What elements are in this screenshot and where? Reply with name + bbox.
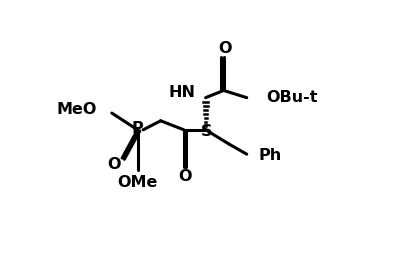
Text: O: O	[218, 41, 232, 56]
Text: P: P	[132, 121, 144, 136]
Text: S: S	[201, 124, 213, 139]
Text: HN: HN	[168, 85, 195, 100]
Text: OMe: OMe	[117, 175, 158, 190]
Text: MeO: MeO	[56, 102, 96, 117]
Text: O: O	[107, 157, 121, 172]
Text: Ph: Ph	[258, 149, 282, 163]
Text: O: O	[178, 169, 192, 183]
Text: OBu-t: OBu-t	[266, 90, 318, 105]
